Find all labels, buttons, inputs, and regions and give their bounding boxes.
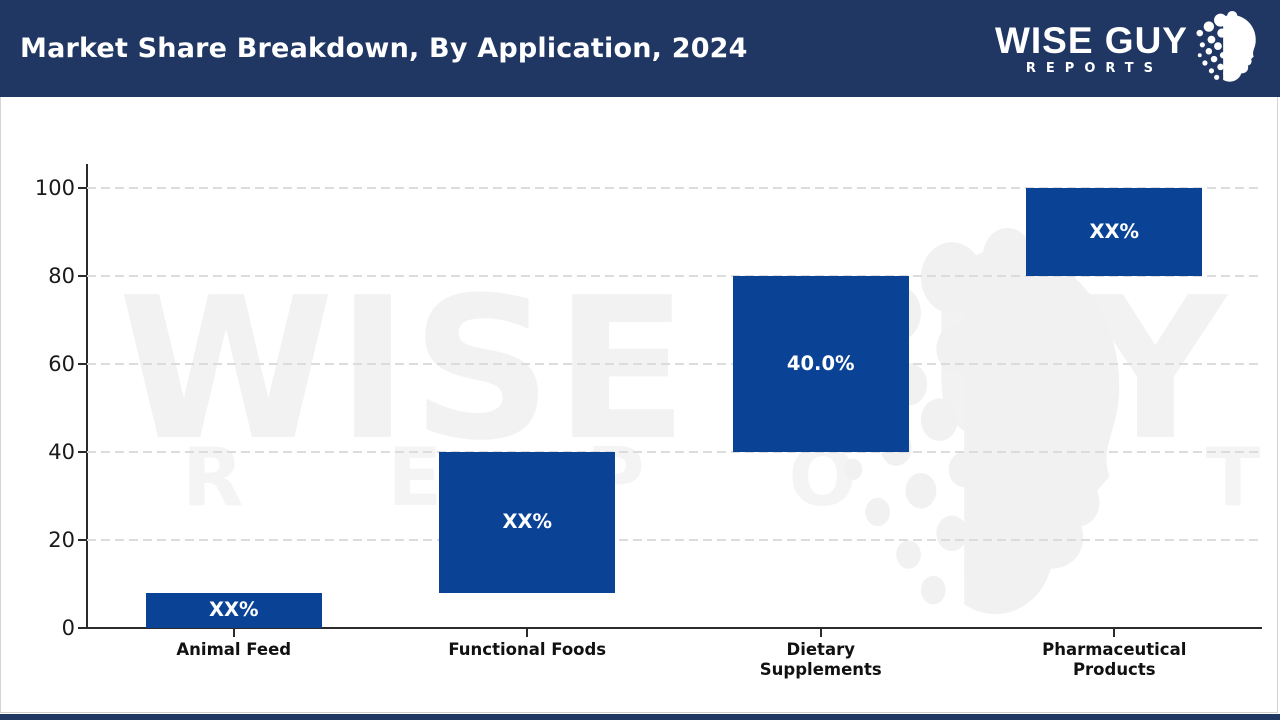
gridline-100 [87, 187, 1261, 189]
bar-animal-feed [145, 592, 322, 628]
y-tick-40 [78, 451, 86, 453]
bar-value-label: 40.0% [786, 352, 855, 375]
y-tick-100 [78, 187, 86, 189]
y-tick-label-20: 20 [48, 528, 75, 552]
dotted-head-icon [1196, 10, 1256, 82]
gridline-40 [87, 451, 1261, 453]
logo-text: WISE GUY REPORTS [995, 22, 1188, 75]
chart-title: Market Share Breakdown, By Application, … [20, 33, 748, 64]
logo-subtitle: REPORTS [1025, 61, 1164, 76]
wise-guy-reports-logo: WISE GUY REPORTS [995, 9, 1266, 89]
x-tick-label-0: Animal Feed [176, 640, 292, 659]
x-tick-1 [526, 629, 529, 637]
plot-area: XX% XX% 40.0% XX% [87, 164, 1261, 628]
bar-value-label: XX% [1089, 220, 1140, 243]
y-tick-label-40: 40 [48, 440, 75, 464]
y-tick-label-0: 0 [61, 616, 75, 640]
bar-dietary-supplements [732, 276, 909, 452]
y-tick-0 [78, 627, 86, 629]
bar-value-label: XX% [502, 510, 553, 534]
bar-functional-foods [439, 452, 616, 593]
footer-bar [0, 714, 1280, 720]
y-tick-60 [78, 363, 86, 365]
y-tick-80 [78, 275, 86, 277]
gridline-80 [87, 275, 1261, 277]
bar-pharmaceutical-products [1026, 188, 1203, 276]
x-axis-spine [86, 627, 1262, 629]
y-tick-label-100: 100 [34, 176, 75, 200]
gridline-60 [87, 363, 1261, 365]
x-tick-label-1: Functional Foods [448, 640, 607, 659]
x-tick-label-2: Dietary Supplements [759, 640, 882, 679]
gridline-20 [87, 539, 1261, 541]
y-tick-20 [78, 539, 86, 541]
x-tick-label-3: Pharmaceutical Products [1042, 640, 1187, 679]
bar-value-label: XX% [208, 598, 259, 622]
logo-wordmark: WISE GUY [994, 20, 1188, 61]
x-tick-3 [1113, 629, 1116, 637]
x-tick-0 [232, 629, 235, 637]
y-tick-label-80: 80 [48, 264, 75, 288]
x-tick-2 [819, 629, 822, 637]
header-bar: Market Share Breakdown, By Application, … [0, 0, 1280, 97]
y-axis-spine [86, 164, 88, 629]
y-tick-label-60: 60 [48, 352, 75, 376]
